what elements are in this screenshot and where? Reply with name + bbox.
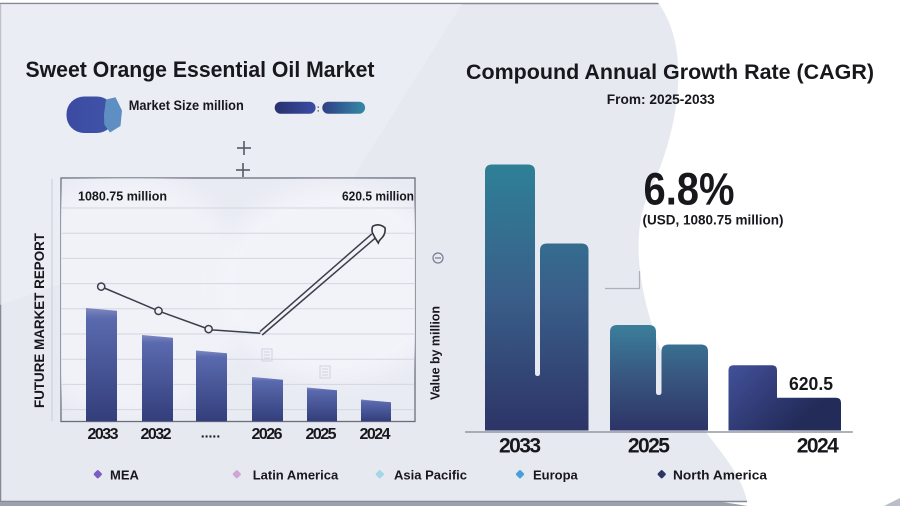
svg-text:2024: 2024 (797, 435, 839, 458)
svg-text:FUTURE MARKET REPORT: FUTURE MARKET REPORT (32, 232, 47, 408)
svg-text:2025: 2025 (628, 435, 670, 458)
svg-text:2026: 2026 (252, 426, 283, 443)
svg-text:2032: 2032 (141, 426, 172, 443)
svg-text:2033: 2033 (88, 426, 119, 443)
svg-text:MEA: MEA (110, 468, 140, 483)
svg-text:620.5 million: 620.5 million (342, 189, 414, 204)
svg-text::: : (317, 104, 320, 114)
svg-text:2024: 2024 (360, 426, 391, 443)
svg-text:Compound Annual Growth Rate (C: Compound Annual Growth Rate (CAGR) (466, 60, 874, 84)
svg-text:Sweet Orange Essential Oil Mar: Sweet Orange Essential Oil Market (26, 57, 375, 82)
svg-text:1080.75 million: 1080.75 million (78, 189, 167, 204)
svg-text:2033: 2033 (499, 435, 541, 458)
svg-text:620.5: 620.5 (789, 374, 833, 394)
svg-text:(USD, 1080.75 million): (USD, 1080.75 million) (643, 213, 784, 228)
svg-text:Value by million: Value by million (428, 306, 443, 400)
svg-text:Market Size million: Market Size million (129, 97, 244, 113)
svg-text:North America: North America (673, 468, 768, 483)
svg-text:From: 2025-2033: From: 2025-2033 (607, 91, 715, 107)
svg-text:Asia Pacific: Asia Pacific (394, 468, 467, 483)
svg-text:.....: ..... (201, 425, 220, 441)
svg-text:2025: 2025 (306, 426, 337, 443)
svg-text:Europa: Europa (533, 468, 579, 483)
svg-text:Latin America: Latin America (253, 468, 339, 483)
svg-text:6.8%: 6.8% (644, 164, 735, 215)
